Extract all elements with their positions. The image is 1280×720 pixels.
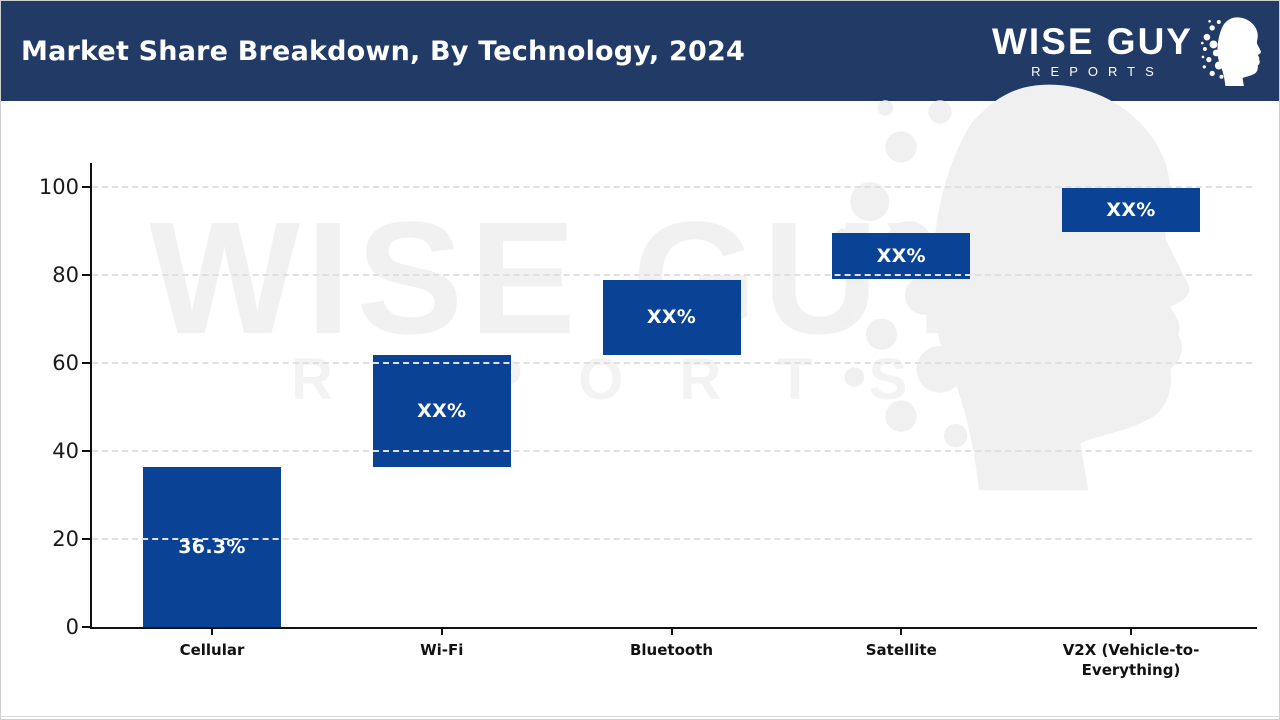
x-category-label: Wi-Fi (420, 641, 464, 659)
y-tick-60 (82, 362, 90, 364)
x-tick-2 (670, 628, 673, 635)
bar-value-label: XX% (646, 306, 697, 329)
logo-text: WISE GUY REPORTS (992, 23, 1193, 79)
x-tick-4 (1130, 628, 1132, 635)
y-tick-100 (82, 186, 90, 188)
gridline-40 (92, 450, 1252, 452)
bar-value-label: XX% (876, 245, 926, 268)
bottom-divider (1, 716, 1279, 717)
bar-cellular: 36.3% (143, 467, 281, 627)
y-tick-label-20: 20 (52, 527, 79, 551)
y-tick-label-100: 100 (38, 175, 79, 199)
y-tick-label-60: 60 (52, 351, 79, 375)
y-tick-80 (82, 274, 90, 276)
logo-wordmark: WISE GUY (991, 21, 1193, 62)
gridline-100 (92, 186, 1252, 188)
y-tick-0 (82, 626, 90, 628)
gridline-60 (92, 362, 1252, 364)
x-category-label: Cellular (179, 641, 245, 659)
logo-subtitle: REPORTS (1031, 64, 1164, 79)
y-tick-label-40: 40 (52, 439, 79, 463)
x-axis-line (90, 627, 1257, 629)
y-tick-label-0: 0 (65, 615, 79, 639)
header-bar: Market Share Breakdown, By Technology, 2… (1, 1, 1279, 101)
bar-satellite: XX% (832, 232, 971, 280)
chart-title: Market Share Breakdown, By Technology, 2… (21, 35, 746, 67)
bar-value-label: XX% (1106, 198, 1156, 221)
y-tick-40 (82, 450, 90, 452)
y-axis-line (90, 163, 92, 629)
y-tick-20 (82, 538, 90, 540)
bar-wi-fi: XX% (372, 355, 511, 468)
bar-v2x-vehicle-to-everything-: XX% (1062, 187, 1200, 232)
waterfall-chart: 0 20 40 60 80 100 36.3% XX% XX% XX% XX% Cellular W… (1, 101, 1279, 679)
x-tick-0 (211, 628, 213, 635)
bar-value-label: 36.3% (178, 536, 246, 559)
bar-value-label: XX% (417, 400, 467, 423)
gridline-20 (92, 538, 1252, 540)
x-tick-3 (900, 628, 903, 635)
x-category-label: Satellite (865, 641, 937, 659)
y-tick-label-80: 80 (52, 263, 79, 287)
dotted-face-icon (1199, 13, 1265, 89)
wise-guy-logo: WISE GUY REPORTS (992, 13, 1265, 89)
x-category-label: Bluetooth (629, 641, 714, 659)
gridline-80 (92, 274, 1252, 276)
bar-bluetooth: XX% (602, 279, 741, 356)
x-category-label: V2X (Vehicle-to-Everything) (1062, 641, 1200, 680)
x-tick-1 (440, 628, 443, 635)
